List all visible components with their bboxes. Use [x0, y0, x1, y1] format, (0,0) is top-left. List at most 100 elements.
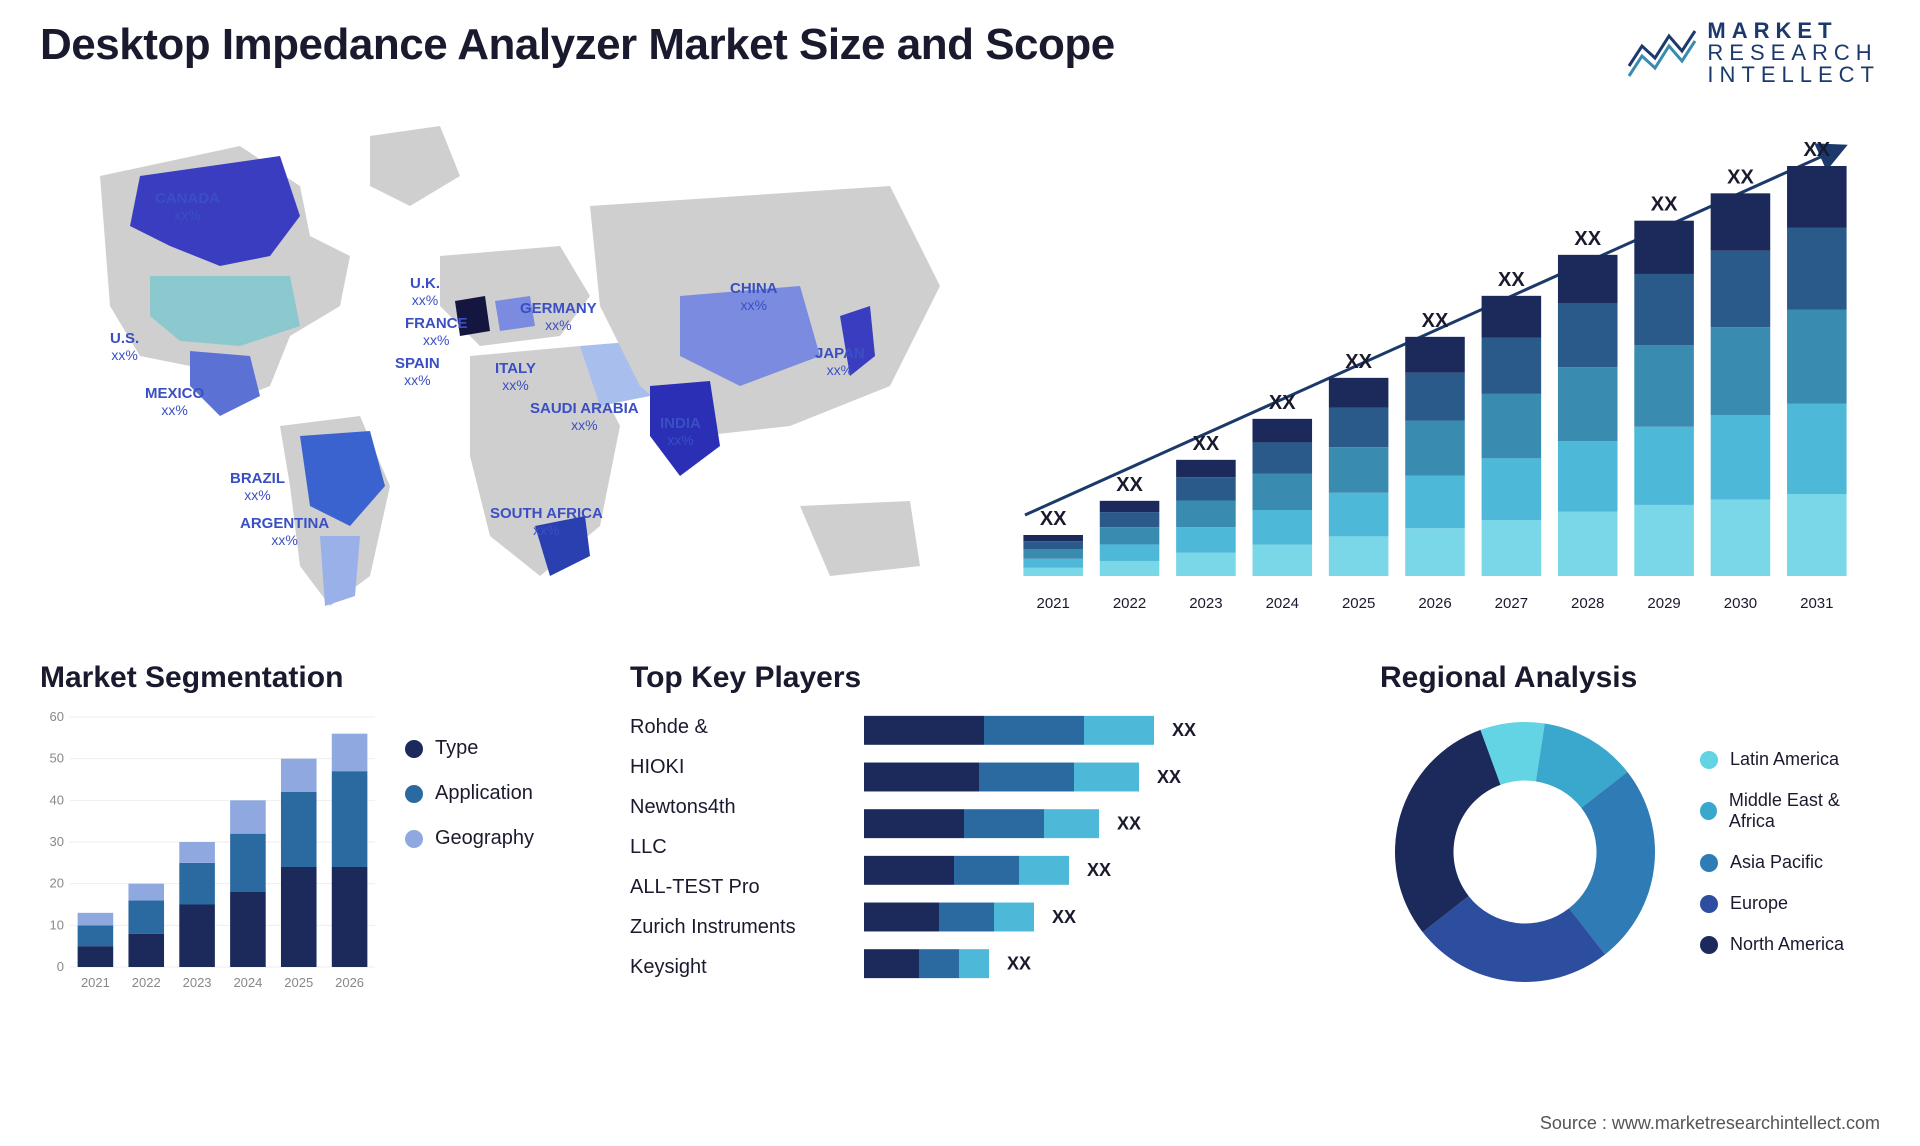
- regional-legend: Latin AmericaMiddle East & AfricaAsia Pa…: [1700, 749, 1880, 955]
- seg-bar-seg: [128, 884, 164, 901]
- map-label-canada: CANADAxx%: [155, 191, 220, 223]
- donut-slice: [1395, 730, 1500, 932]
- seg-legend-item: Type: [405, 737, 534, 760]
- segmentation-legend: TypeApplicationGeography: [405, 707, 534, 997]
- player-name: Newtons4th: [630, 796, 830, 819]
- growth-bar-seg: [1787, 404, 1847, 494]
- svg-text:30: 30: [50, 834, 64, 849]
- growth-bar-seg: [1329, 408, 1389, 448]
- growth-bar-label: XX: [1727, 166, 1754, 188]
- growth-bar-seg: [1176, 477, 1236, 500]
- svg-text:2023: 2023: [183, 975, 212, 990]
- growth-bar-label: XX: [1574, 228, 1601, 250]
- segmentation-panel: Market Segmentation 01020304050602021202…: [40, 661, 600, 997]
- regional-donut: [1380, 707, 1670, 997]
- svg-text:50: 50: [50, 751, 64, 766]
- growth-bar-category: 2027: [1495, 595, 1528, 612]
- map-label-india: INDIAxx%: [660, 416, 701, 448]
- logo-icon: [1627, 26, 1697, 81]
- svg-text:2024: 2024: [233, 975, 262, 990]
- growth-bar-seg: [1023, 541, 1083, 549]
- player-bar-seg: [1074, 763, 1139, 792]
- player-bar-label: XX: [1087, 860, 1111, 880]
- growth-bar-seg: [1100, 512, 1160, 527]
- player-bar-seg: [1044, 809, 1099, 838]
- growth-bar-seg: [1558, 512, 1618, 576]
- player-bar-seg: [984, 716, 1084, 745]
- svg-text:2021: 2021: [81, 975, 110, 990]
- growth-bar-seg: [1176, 553, 1236, 576]
- growth-bar-seg: [1100, 501, 1160, 512]
- seg-bar-seg: [179, 842, 215, 863]
- growth-bar-seg: [1711, 499, 1771, 576]
- svg-text:60: 60: [50, 709, 64, 724]
- growth-bar-seg: [1252, 474, 1312, 510]
- growth-bar-seg: [1023, 559, 1083, 568]
- seg-bar-seg: [78, 925, 114, 946]
- player-bar-seg: [864, 763, 979, 792]
- player-bar-seg: [864, 856, 954, 885]
- growth-bar-label: XX: [1040, 508, 1067, 530]
- growth-bar-seg: [1634, 274, 1694, 345]
- player-name: Keysight: [630, 956, 830, 979]
- player-name: HIOKI: [630, 756, 830, 779]
- map-label-safrica: SOUTH AFRICAxx%: [490, 506, 603, 538]
- growth-bar-seg: [1405, 476, 1465, 529]
- player-bar-seg: [964, 809, 1044, 838]
- seg-bar-seg: [179, 905, 215, 968]
- growth-bar-seg: [1711, 251, 1771, 328]
- svg-text:10: 10: [50, 917, 64, 932]
- growth-bar-seg: [1023, 549, 1083, 558]
- growth-chart: XX2021XX2022XX2023XX2024XX2025XX2026XX20…: [990, 106, 1880, 626]
- growth-bar-seg: [1252, 545, 1312, 576]
- players-title: Top Key Players: [630, 661, 1350, 695]
- seg-bar-seg: [230, 800, 266, 833]
- player-bar-seg: [864, 949, 919, 978]
- growth-bar-seg: [1405, 421, 1465, 476]
- seg-bar-seg: [128, 900, 164, 933]
- growth-bar-seg: [1482, 520, 1542, 576]
- growth-bar-seg: [1787, 494, 1847, 576]
- growth-bar-label: XX: [1116, 474, 1143, 496]
- logo-line1: MARKET: [1707, 20, 1880, 42]
- map-label-france: FRANCExx%: [405, 316, 468, 348]
- growth-bar-label: XX: [1345, 351, 1372, 373]
- player-bar-seg: [864, 903, 939, 932]
- growth-bar-seg: [1405, 337, 1465, 373]
- growth-bar-seg: [1482, 296, 1542, 338]
- svg-text:0: 0: [57, 959, 64, 974]
- segmentation-chart: 0102030405060202120222023202420252026: [40, 707, 380, 997]
- growth-bar-seg: [1176, 527, 1236, 553]
- growth-bar-category: 2028: [1571, 595, 1604, 612]
- growth-bar-seg: [1329, 493, 1389, 537]
- growth-bar-seg: [1482, 338, 1542, 394]
- growth-bar-seg: [1023, 568, 1083, 576]
- growth-bar-category: 2024: [1266, 595, 1299, 612]
- growth-bar-seg: [1634, 345, 1694, 427]
- segmentation-title: Market Segmentation: [40, 661, 600, 695]
- growth-bar-seg: [1558, 441, 1618, 512]
- growth-bar-seg: [1482, 458, 1542, 520]
- growth-bar-seg: [1482, 394, 1542, 458]
- growth-bar-seg: [1711, 193, 1771, 250]
- player-bar-seg: [994, 903, 1034, 932]
- player-bar-seg: [939, 903, 994, 932]
- growth-bar-seg: [1634, 427, 1694, 505]
- player-bar-label: XX: [1157, 767, 1181, 787]
- player-bar-seg: [919, 949, 959, 978]
- growth-bar-category: 2023: [1189, 595, 1222, 612]
- seg-bar-seg: [332, 771, 368, 867]
- growth-bar-seg: [1787, 166, 1847, 228]
- growth-bar-seg: [1787, 310, 1847, 404]
- world-map: CANADAxx%U.S.xx%MEXICOxx%BRAZILxx%ARGENT…: [40, 106, 960, 626]
- logo-line2: RESEARCH: [1707, 42, 1880, 64]
- regional-legend-item: Asia Pacific: [1700, 852, 1880, 873]
- map-label-argentina: ARGENTINAxx%: [240, 516, 329, 548]
- growth-bar-seg: [1252, 419, 1312, 443]
- growth-bar-seg: [1558, 255, 1618, 303]
- growth-bar-label: XX: [1803, 139, 1830, 161]
- growth-bar-category: 2022: [1113, 595, 1146, 612]
- map-label-china: CHINAxx%: [730, 281, 778, 313]
- growth-bar-seg: [1329, 447, 1389, 493]
- regional-legend-item: North America: [1700, 934, 1880, 955]
